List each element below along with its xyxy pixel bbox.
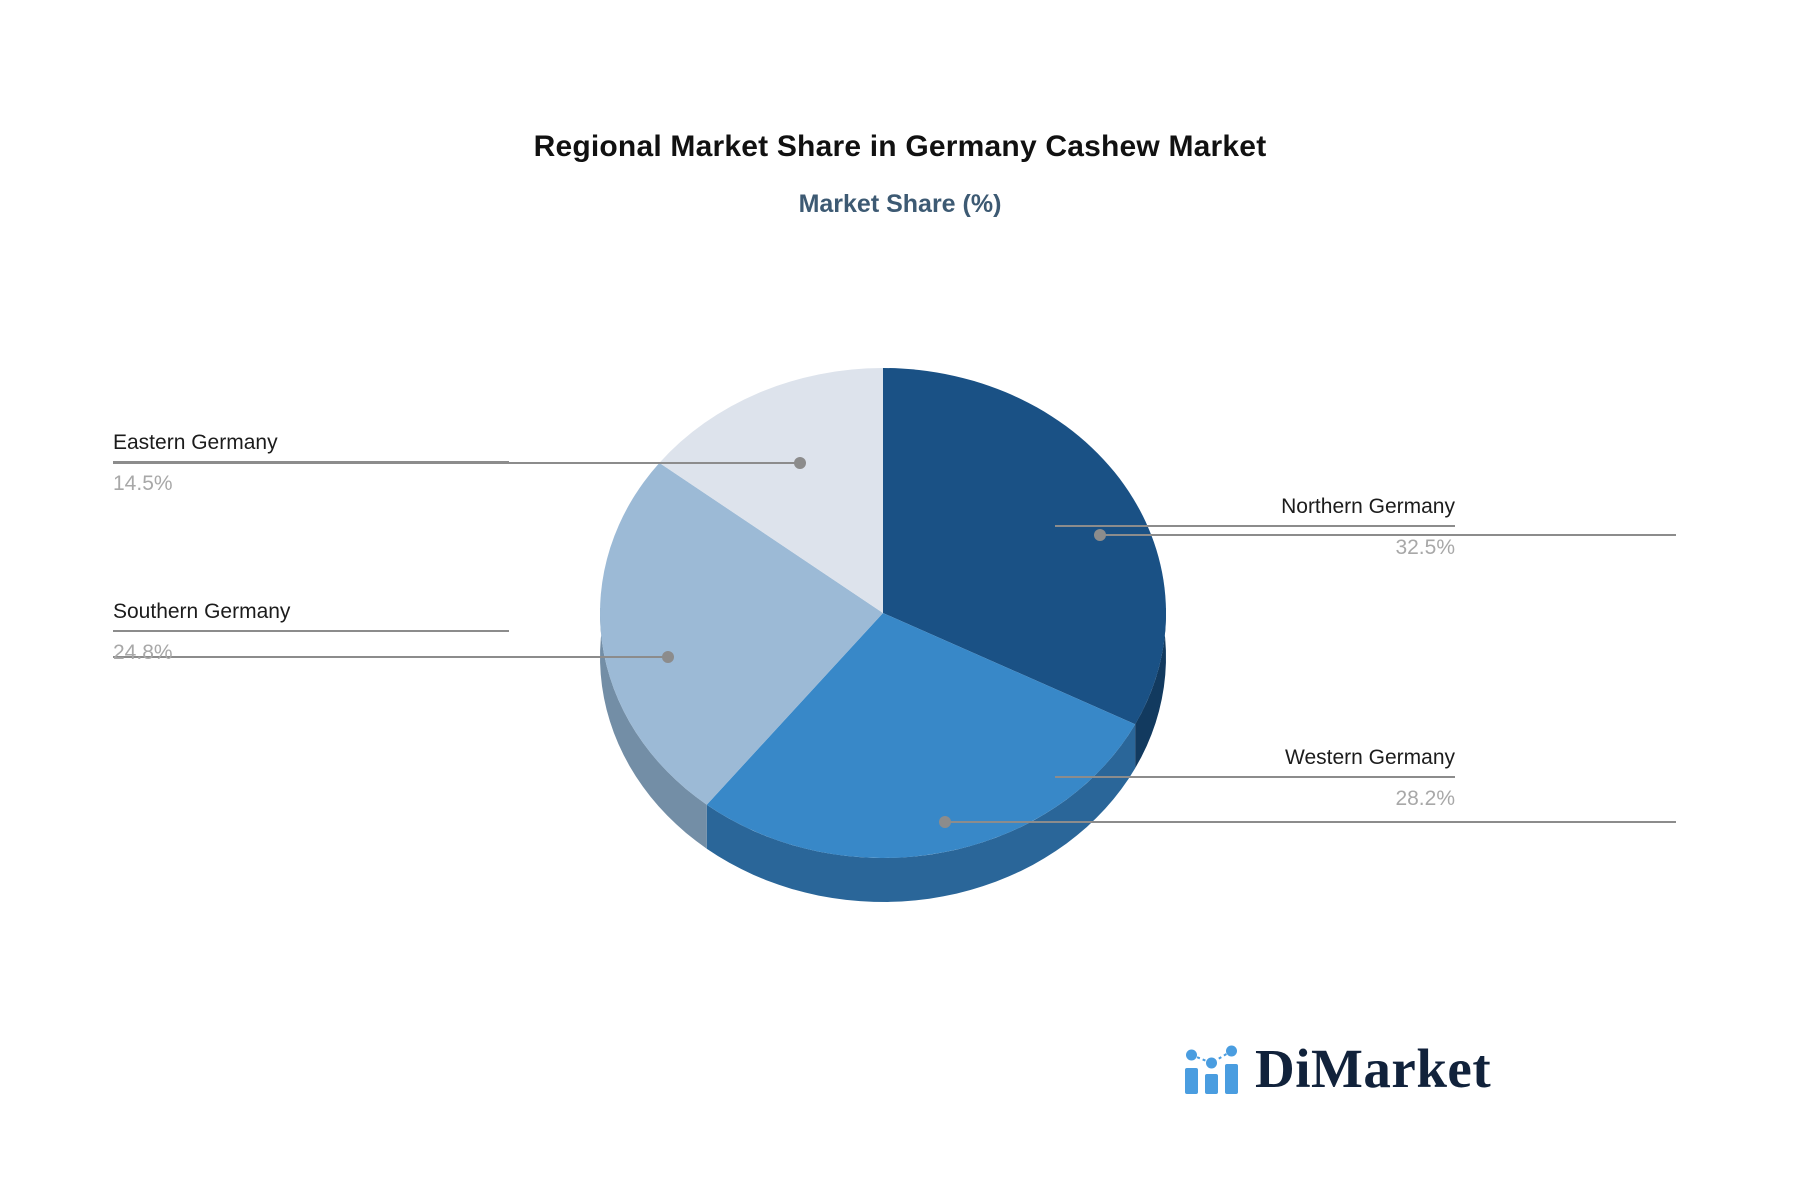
pie-3d-side-walls: [600, 608, 1166, 902]
pie-chart: [578, 368, 1188, 928]
pie-slice[interactable]: [600, 462, 883, 805]
chart-subtitle: Market Share (%): [798, 190, 1002, 218]
callout-southern-germany: Southern Germany 24.8%: [113, 597, 509, 668]
callout-value: 28.2%: [1395, 787, 1455, 810]
callout-label: Western Germany: [1285, 746, 1455, 769]
callout-label: Northern Germany: [1281, 495, 1455, 518]
pie-side-wall: [706, 724, 1136, 902]
callout-rule: [1055, 525, 1455, 527]
callout-western-germany: Western Germany 28.2%: [1055, 743, 1455, 814]
logo-bar: [1225, 1064, 1238, 1094]
logo-dot: [1206, 1057, 1217, 1069]
callout-value: 32.5%: [1395, 536, 1455, 559]
callout-label: Southern Germany: [113, 600, 291, 623]
callout-rule: [113, 461, 509, 463]
callout-value: 14.5%: [113, 472, 173, 495]
pie-slice[interactable]: [883, 368, 1166, 725]
pie-side-wall: [600, 608, 707, 849]
pie-slice[interactable]: [659, 368, 883, 613]
callout-label: Eastern Germany: [113, 431, 278, 454]
pie-slices: [600, 368, 1166, 859]
callout-eastern-germany: Eastern Germany 14.5%: [113, 428, 509, 499]
page-title: Regional Market Share in Germany Cashew …: [533, 130, 1267, 163]
logo-bar: [1185, 1068, 1198, 1094]
brand-logo-text: DiMarket: [1255, 1037, 1492, 1099]
callout-value: 24.8%: [113, 641, 173, 664]
logo-bar: [1205, 1074, 1218, 1094]
callout-rule: [113, 630, 509, 632]
pie-slice[interactable]: [706, 613, 1136, 859]
callout-northern-germany: Northern Germany 32.5%: [1055, 492, 1455, 563]
bar-chart-dots-icon: [1185, 1045, 1238, 1094]
callout-rule: [1055, 776, 1455, 778]
pie-chart-svg: [600, 368, 1166, 902]
brand-logo: DiMarket: [1183, 1032, 1491, 1104]
pie-side-wall: [1135, 608, 1166, 769]
